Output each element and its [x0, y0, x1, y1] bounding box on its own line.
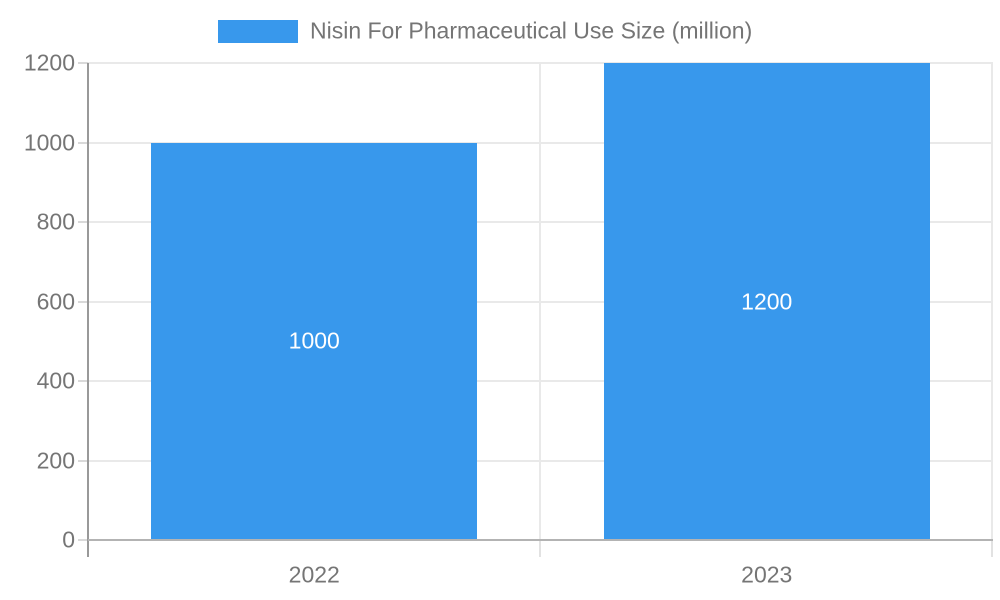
h-gridline [88, 459, 993, 462]
v-gridline [991, 63, 993, 540]
h-gridline [88, 141, 993, 144]
legend-label: Nisin For Pharmaceutical Use Size (milli… [310, 17, 753, 44]
y-axis-tick [78, 221, 88, 223]
h-gridline [88, 380, 993, 382]
y-axis-tick-label: 400 [36, 367, 75, 394]
bar-2023[interactable] [603, 63, 930, 540]
y-axis-tick [78, 459, 88, 462]
x-axis-tick-label: 2022 [288, 561, 340, 588]
y-axis-tick-label: 0 [62, 526, 75, 553]
x-axis-line [88, 539, 993, 541]
y-axis-tick-label: 1000 [23, 129, 75, 155]
y-axis-tick-label: 800 [36, 208, 75, 235]
h-gridline [88, 300, 993, 303]
y-axis-tick [78, 380, 88, 382]
y-axis-tick [78, 300, 88, 303]
x-axis-tick-label: 2023 [741, 561, 793, 588]
h-gridline [88, 62, 993, 64]
bar-value-label: 1000 [288, 327, 340, 354]
y-axis-tick [78, 539, 88, 541]
bar-value-label: 1200 [741, 288, 793, 314]
y-axis-tick [78, 141, 88, 144]
y-axis-tick-label: 600 [36, 288, 75, 314]
y-axis-tick [78, 62, 88, 64]
y-axis-tick-label: 200 [36, 447, 75, 473]
y-axis-line [87, 63, 89, 557]
legend-swatch [218, 20, 298, 43]
bar-2022[interactable] [151, 142, 478, 540]
x-axis-tick [538, 540, 541, 557]
x-axis-tick [991, 540, 993, 557]
v-gridline [538, 63, 541, 540]
h-gridline [88, 221, 993, 223]
y-axis-tick-label: 1200 [23, 49, 75, 76]
